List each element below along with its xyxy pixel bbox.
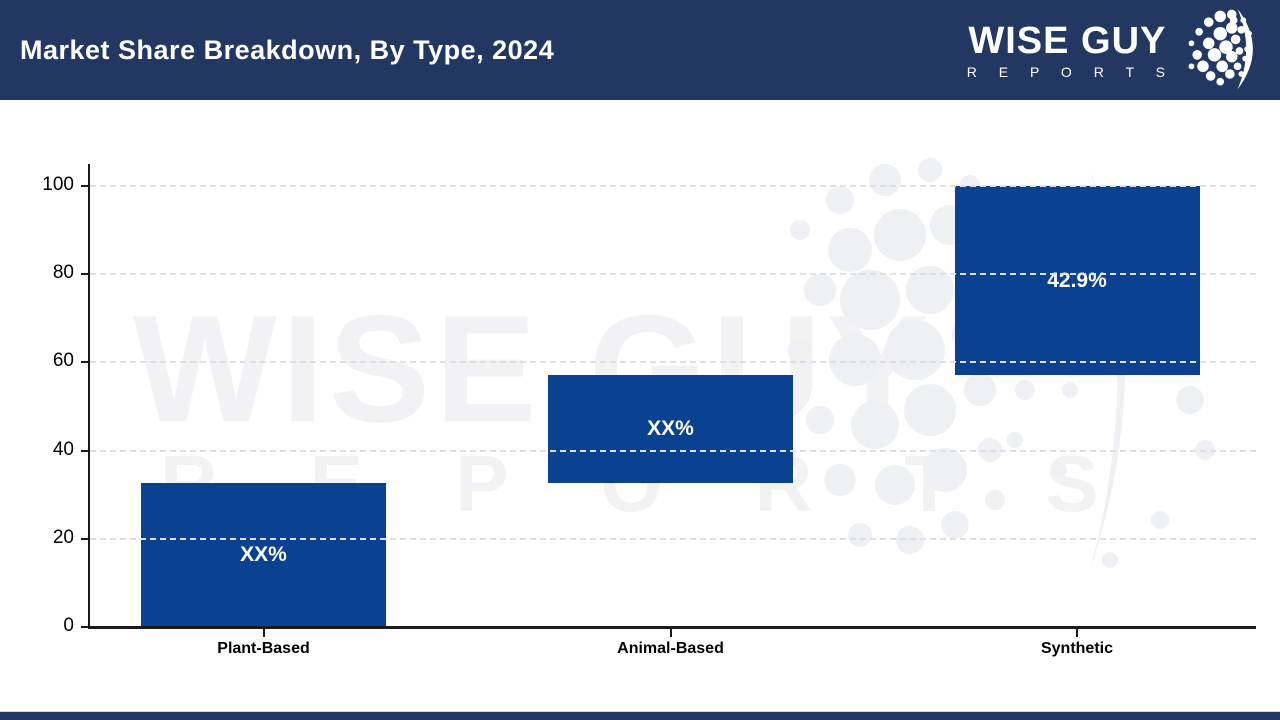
- y-tick-mark: [81, 449, 90, 452]
- y-tick-label: 60: [52, 350, 74, 372]
- y-tick-mark: [81, 626, 90, 628]
- bar-plant-based: XX%: [141, 482, 386, 627]
- gridline: [90, 185, 1256, 187]
- y-tick-label: 80: [52, 262, 74, 284]
- y-tick-mark: [81, 537, 90, 540]
- gridline: [90, 361, 1256, 364]
- gridline: [90, 537, 1256, 540]
- x-axis-line: [88, 626, 1256, 629]
- x-category-label: Synthetic: [1040, 640, 1113, 657]
- y-axis-line: [88, 163, 90, 629]
- chart-title: Market Share Breakdown, By Type, 2024: [20, 34, 555, 65]
- y-tick-label: 100: [42, 174, 74, 195]
- x-tick-mark: [669, 629, 672, 637]
- y-tick-label: 0: [63, 615, 74, 636]
- watermark-wordmark: WISE GUY: [133, 284, 934, 454]
- bar-value-label: XX%: [240, 542, 287, 566]
- y-tick-mark: [81, 273, 90, 276]
- brand-head-icon: [1188, 8, 1253, 90]
- bar-value-label: XX%: [647, 416, 694, 440]
- x-tick-mark: [262, 629, 265, 637]
- brand-logo: WISE GUY R E P O R T S: [961, 0, 1274, 100]
- header-bar: Market Share Breakdown, By Type, 2024 WI…: [0, 0, 1280, 100]
- footer-bar: [0, 711, 1280, 720]
- brand-wordmark: WISE GUY R E P O R T S: [961, 22, 1174, 79]
- x-tick-mark: [1076, 629, 1078, 637]
- x-category-label: Plant-Based: [217, 640, 310, 657]
- bar-animal-based: XX%: [548, 375, 793, 483]
- gridline: [90, 449, 1256, 452]
- bar-value-label: 42.9%: [1047, 268, 1107, 292]
- brand-name: WISE GUY: [968, 19, 1167, 62]
- gridline: [90, 273, 1256, 276]
- y-tick-mark: [81, 185, 90, 187]
- bar-synthetic: 42.9%: [954, 186, 1200, 376]
- y-tick-mark: [81, 361, 90, 364]
- x-category-label: Animal-Based: [617, 640, 724, 657]
- y-tick-label: 20: [52, 526, 74, 548]
- y-tick-label: 40: [52, 438, 74, 460]
- brand-subtitle: R E P O R T S: [966, 63, 1174, 80]
